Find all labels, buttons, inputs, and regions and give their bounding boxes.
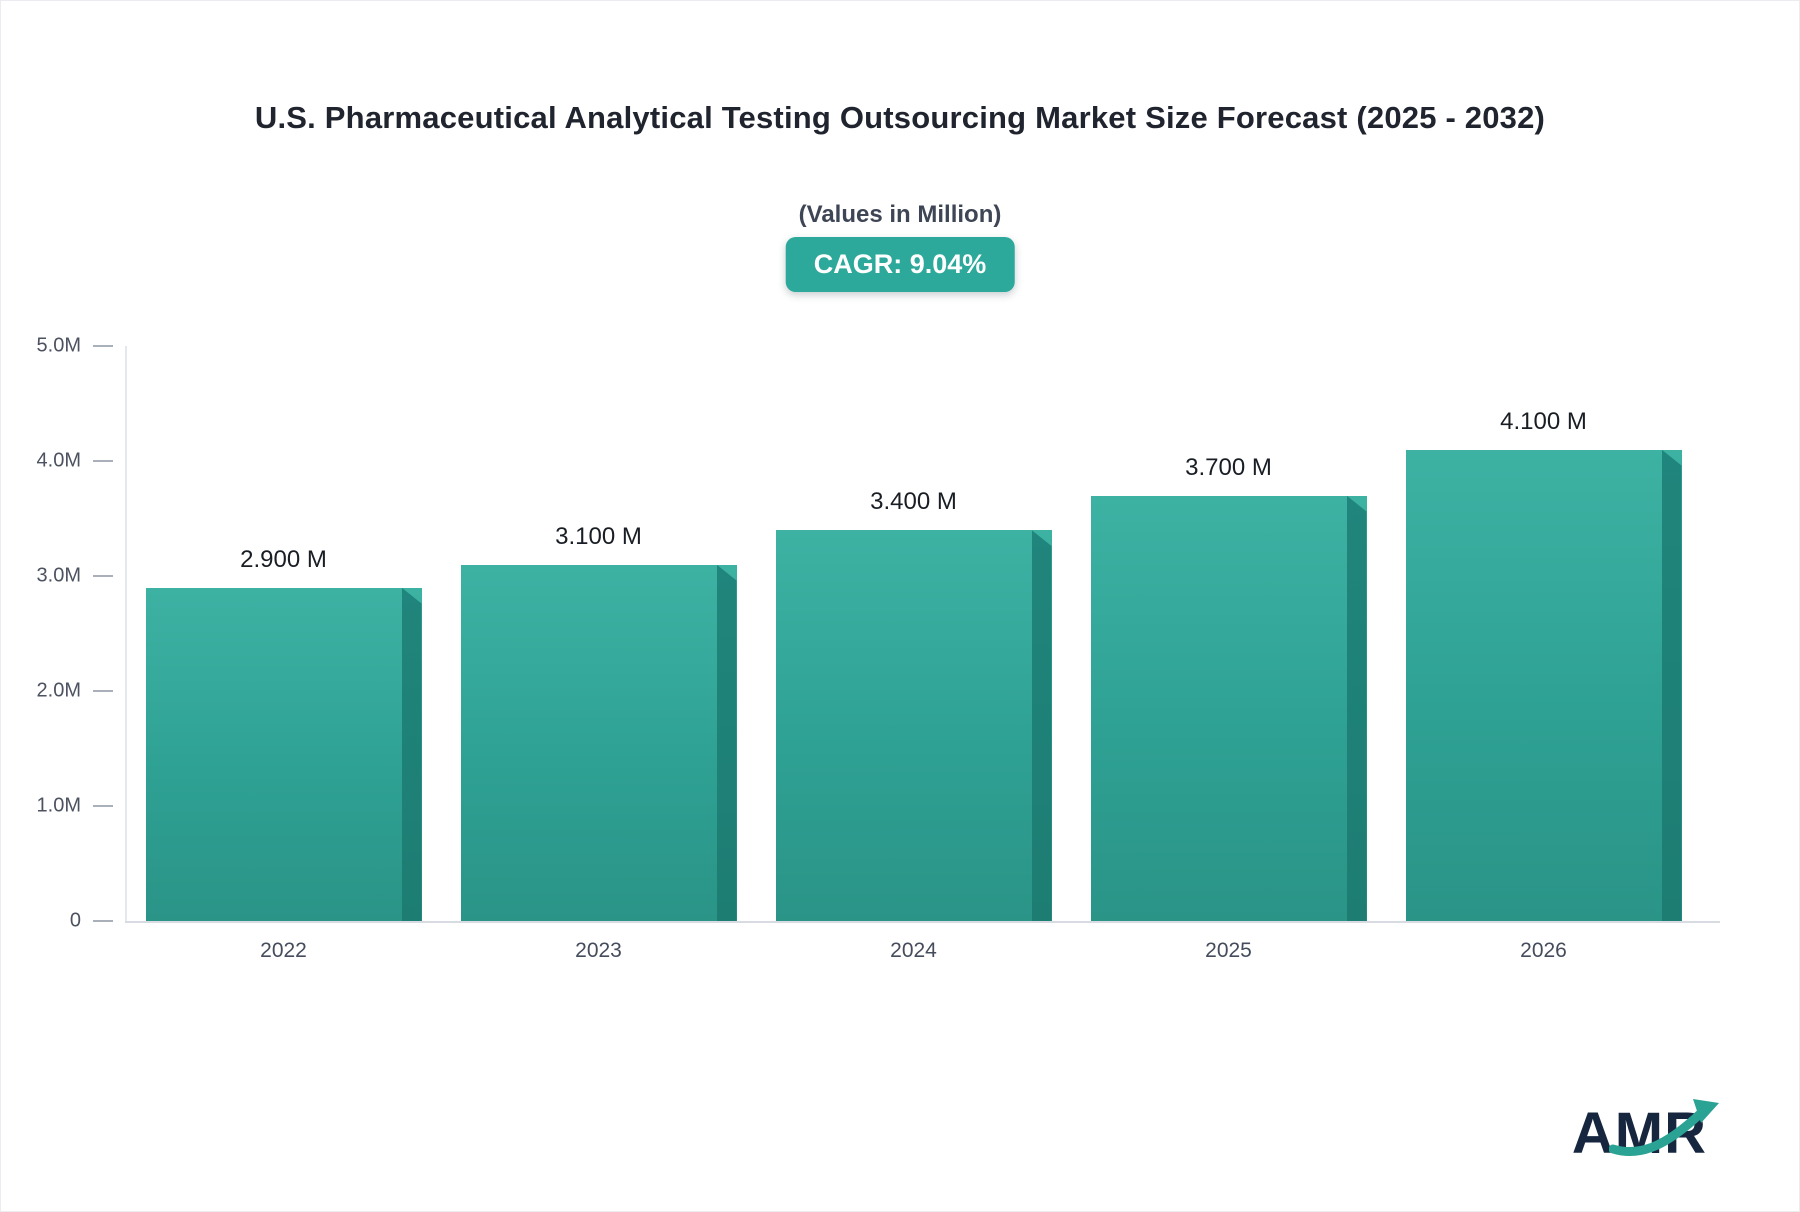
bar	[145, 587, 422, 921]
bar	[1405, 449, 1682, 921]
bar-3d-edge	[401, 587, 422, 921]
bar-value-label: 4.100 M	[1500, 407, 1587, 435]
y-tick-label: 0	[69, 909, 81, 932]
chart-subtitle: (Values in Million)	[798, 201, 1002, 228]
y-tick-mark	[93, 805, 113, 807]
x-axis-line	[125, 921, 1720, 923]
y-axis-line	[125, 346, 127, 923]
y-tick-mark	[93, 345, 113, 347]
y-tick-mark	[93, 690, 113, 692]
y-tick-mark	[93, 575, 113, 577]
y-tick-label: 5.0M	[36, 334, 81, 357]
bar-3d-edge	[1346, 495, 1367, 921]
bar-value-label: 3.400 M	[870, 488, 957, 515]
x-axis-category-label: 2024	[890, 939, 937, 962]
y-tick-mark	[93, 460, 113, 462]
bar-3d-edge	[1031, 530, 1052, 921]
bar-value-label: 3.700 M	[1185, 453, 1272, 481]
y-tick-label: 3.0M	[36, 564, 81, 587]
x-axis-category-label: 2025	[1205, 939, 1252, 962]
amr-logo: AMR	[1572, 1099, 1719, 1163]
bar-value-label: 2.900 M	[240, 545, 327, 573]
amr-logo-arrow-icon	[1609, 1099, 1719, 1157]
bar-3d-edge	[716, 564, 737, 921]
x-axis-category-label: 2023	[575, 939, 622, 962]
bar	[460, 564, 737, 921]
bar-value-label: 3.100 M	[555, 522, 642, 550]
y-tick-mark	[93, 920, 113, 922]
chart-title: U.S. Pharmaceutical Analytical Testing O…	[254, 100, 1546, 135]
bar	[775, 530, 1052, 921]
bar-3d-edge	[1661, 449, 1682, 921]
x-axis-category-label: 2026	[1520, 939, 1567, 962]
y-tick-label: 2.0M	[36, 679, 81, 702]
y-tick-label: 4.0M	[36, 449, 81, 472]
cagr-badge: CAGR: 9.04%	[785, 237, 1015, 292]
x-axis-category-label: 2022	[260, 939, 307, 962]
y-tick-label: 1.0M	[36, 794, 81, 817]
bar	[1090, 495, 1367, 921]
